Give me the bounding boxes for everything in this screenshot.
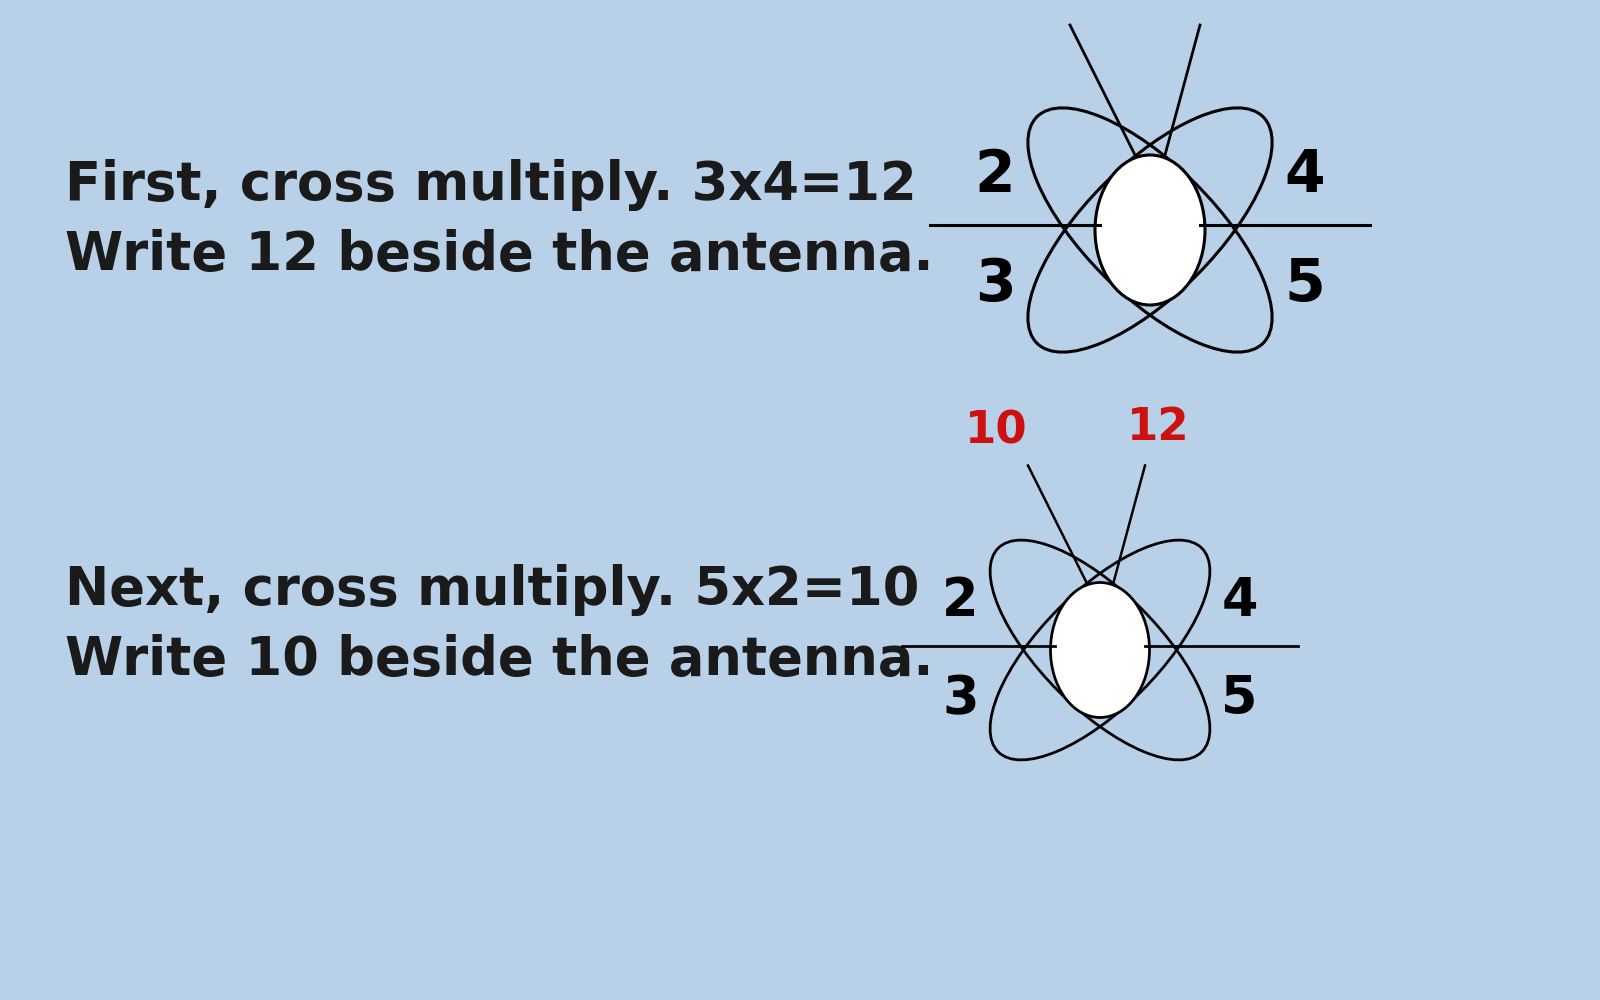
Text: 3: 3 (974, 256, 1016, 314)
Text: 3: 3 (942, 674, 979, 726)
Text: 12: 12 (1126, 406, 1190, 449)
Text: First, cross multiply. 3x4=12: First, cross multiply. 3x4=12 (66, 159, 917, 211)
Text: 5: 5 (1221, 674, 1258, 726)
Text: 2: 2 (974, 146, 1016, 204)
Text: 4: 4 (1285, 146, 1325, 204)
Text: 12: 12 (1181, 0, 1250, 7)
Ellipse shape (1094, 155, 1205, 305)
Text: 10: 10 (965, 409, 1027, 452)
Text: 4: 4 (1221, 574, 1258, 626)
Text: 5: 5 (1285, 256, 1325, 314)
Text: Next, cross multiply. 5x2=10: Next, cross multiply. 5x2=10 (66, 564, 920, 616)
Text: Write 10 beside the antenna.: Write 10 beside the antenna. (66, 634, 933, 686)
Text: Write 12 beside the antenna.: Write 12 beside the antenna. (66, 229, 933, 281)
Ellipse shape (1051, 582, 1149, 718)
Text: 2: 2 (942, 574, 979, 626)
